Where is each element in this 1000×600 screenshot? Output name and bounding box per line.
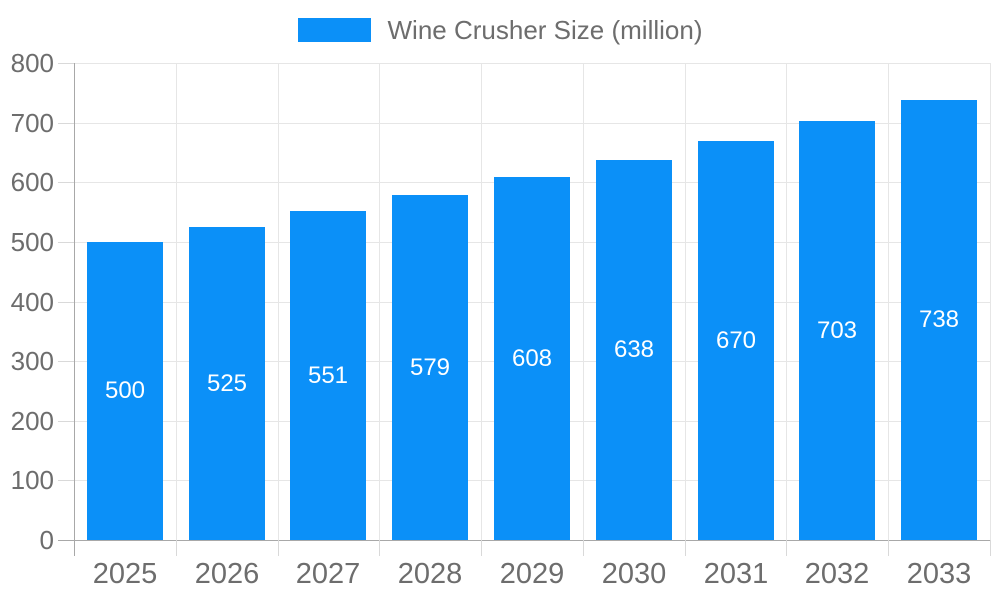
y-tick xyxy=(58,480,74,481)
gridline-vertical xyxy=(888,63,889,540)
y-tick xyxy=(58,182,74,183)
gridline-vertical xyxy=(583,63,584,540)
x-tick xyxy=(685,540,686,556)
x-tick-label: 2025 xyxy=(92,558,158,590)
x-tick xyxy=(379,540,380,556)
y-tick-label: 600 xyxy=(10,167,54,197)
bar-2027[interactable] xyxy=(290,211,366,540)
gridline-vertical xyxy=(685,63,686,540)
x-axis-line xyxy=(74,540,990,541)
x-tick xyxy=(888,540,889,556)
bar-2025[interactable] xyxy=(87,242,163,540)
y-tick xyxy=(58,242,74,243)
x-tick-label: 2030 xyxy=(601,558,667,590)
bar-2028[interactable] xyxy=(392,195,468,540)
gridline-vertical xyxy=(786,63,787,540)
bar-value-label: 579 xyxy=(409,354,451,381)
bar-2033[interactable] xyxy=(901,100,977,540)
x-tick-label: 2028 xyxy=(397,558,463,590)
bar-value-label: 738 xyxy=(918,306,960,333)
bar-value-label: 638 xyxy=(613,336,655,363)
gridline-horizontal xyxy=(74,123,990,124)
bar-value-label: 670 xyxy=(715,327,757,354)
y-tick-label: 500 xyxy=(10,227,54,257)
x-tick xyxy=(481,540,482,556)
bar-value-label: 703 xyxy=(816,317,858,344)
bar-value-label: 500 xyxy=(104,377,146,404)
y-tick-label: 800 xyxy=(10,48,54,78)
x-tick-label: 2032 xyxy=(804,558,870,590)
y-tick-label: 100 xyxy=(10,465,54,495)
legend-label: Wine Crusher Size (million) xyxy=(387,15,703,45)
x-tick-label: 2026 xyxy=(194,558,260,590)
y-tick-label: 300 xyxy=(10,346,54,376)
y-tick xyxy=(58,361,74,362)
bar-2032[interactable] xyxy=(799,121,875,540)
y-tick xyxy=(58,63,74,64)
y-axis-line xyxy=(74,63,75,540)
x-tick xyxy=(278,540,279,556)
legend-swatch xyxy=(297,18,371,42)
bar-2031[interactable] xyxy=(698,141,774,540)
bar-value-label: 525 xyxy=(206,370,248,397)
y-tick-label: 400 xyxy=(10,287,54,317)
y-tick-label: 200 xyxy=(10,406,54,436)
gridline-vertical xyxy=(481,63,482,540)
legend-item[interactable]: Wine Crusher Size (million) xyxy=(0,15,1000,45)
y-tick-label: 0 xyxy=(39,525,54,555)
x-tick-label: 2031 xyxy=(703,558,769,590)
bar-2029[interactable] xyxy=(494,177,570,540)
y-tick-label: 700 xyxy=(10,108,54,138)
bar-value-label: 551 xyxy=(307,362,349,389)
x-tick xyxy=(990,540,991,556)
y-tick xyxy=(58,123,74,124)
y-tick xyxy=(58,421,74,422)
bar-2030[interactable] xyxy=(596,160,672,540)
x-tick xyxy=(176,540,177,556)
gridline-vertical xyxy=(176,63,177,540)
gridline-vertical xyxy=(278,63,279,540)
x-tick xyxy=(583,540,584,556)
x-tick-label: 2033 xyxy=(906,558,972,590)
y-tick xyxy=(58,302,74,303)
gridline-vertical xyxy=(990,63,991,540)
x-tick-label: 2029 xyxy=(499,558,565,590)
x-tick-label: 2027 xyxy=(295,558,361,590)
gridline-horizontal xyxy=(74,63,990,64)
bar-2026[interactable] xyxy=(189,227,265,540)
gridline-vertical xyxy=(379,63,380,540)
x-axis-tick xyxy=(58,540,74,541)
y-axis-tick xyxy=(74,540,75,556)
bar-value-label: 608 xyxy=(511,345,553,372)
x-tick xyxy=(786,540,787,556)
